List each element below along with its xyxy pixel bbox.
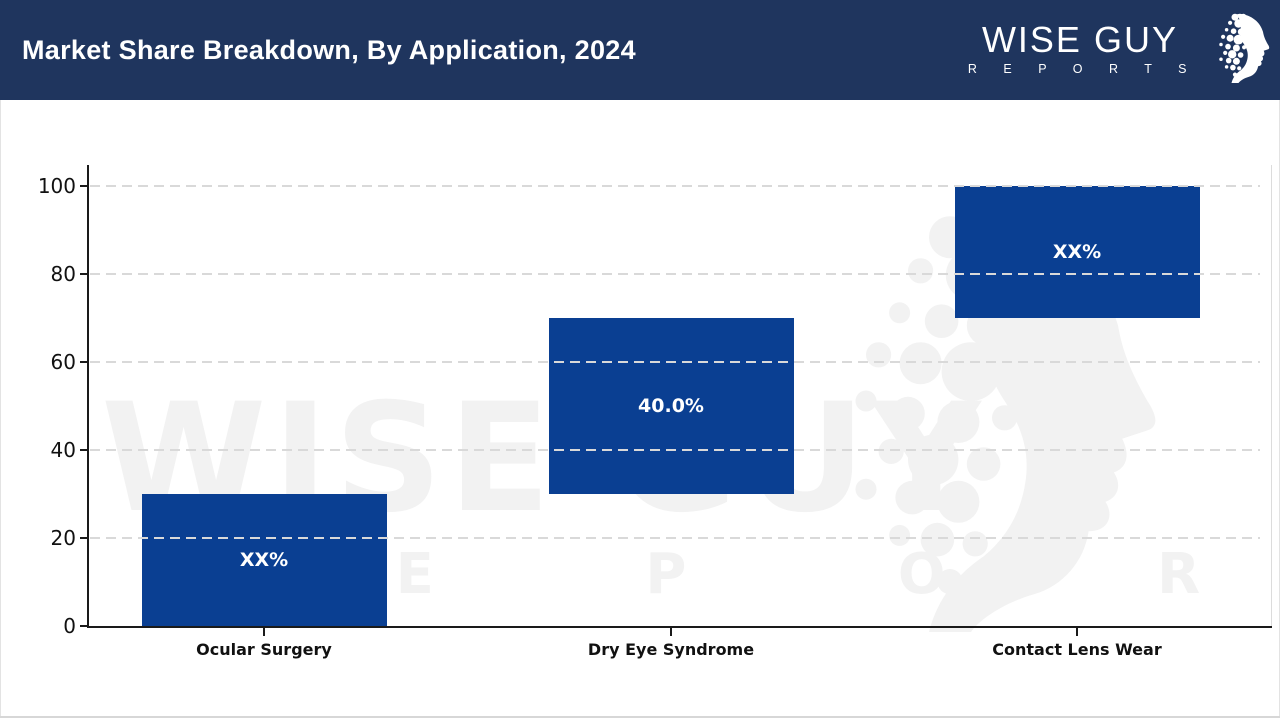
gridline-y60 xyxy=(90,361,1260,363)
y-tick-mark xyxy=(80,537,88,539)
y-tick-mark xyxy=(80,273,88,275)
bar-contact-lens-wear: XX% xyxy=(954,186,1200,318)
bar-dry-eye-syndrome: 40.0% xyxy=(548,318,794,494)
x-tick-mark xyxy=(670,628,672,636)
wise-guy-logo: WISE GUY R E P O R T S xyxy=(962,6,1270,90)
header-bar: Market Share Breakdown, By Application, … xyxy=(0,0,1280,100)
y-tick-label: 100 xyxy=(37,174,76,198)
logo-subtitle: R E P O R T S xyxy=(967,61,1198,76)
gridline-y100 xyxy=(90,185,1260,187)
y-tick-label: 0 xyxy=(63,614,76,638)
card-bottom-border xyxy=(0,716,1280,718)
gridline-y40 xyxy=(90,449,1260,451)
y-tick-label: 20 xyxy=(50,526,76,550)
page-title: Market Share Breakdown, By Application, … xyxy=(22,34,636,65)
x-tick-mark xyxy=(263,628,265,636)
dotted-head-profile-icon xyxy=(1219,13,1270,84)
logo-wordmark: WISE GUY xyxy=(981,18,1178,60)
bar-value-label: XX% xyxy=(1052,241,1102,263)
category-label-dry-eye-syndrome: Dry Eye Syndrome xyxy=(587,640,755,659)
bar-value-label: 40.0% xyxy=(638,395,704,417)
y-tick-mark xyxy=(80,625,88,627)
y-tick-mark xyxy=(80,185,88,187)
category-label-ocular-surgery: Ocular Surgery xyxy=(196,640,332,659)
bar-ocular-surgery: XX% xyxy=(141,494,387,626)
category-label-contact-lens-wear: Contact Lens Wear xyxy=(992,640,1162,659)
y-tick-label: 80 xyxy=(50,262,76,286)
x-axis-spine xyxy=(87,626,1272,628)
y-tick-label: 60 xyxy=(50,350,76,374)
y-tick-label: 40 xyxy=(50,438,76,462)
bar-value-label: XX% xyxy=(239,549,289,571)
logo-text: WISE GUY R E P O R T S xyxy=(962,18,1198,76)
y-axis-spine xyxy=(87,165,89,628)
x-tick-mark xyxy=(1076,628,1078,636)
y-tick-mark xyxy=(80,361,88,363)
plot-right-spine xyxy=(1271,165,1272,626)
gridline-y80 xyxy=(90,273,1260,275)
gridline-y20 xyxy=(90,537,1260,539)
y-tick-mark xyxy=(80,449,88,451)
